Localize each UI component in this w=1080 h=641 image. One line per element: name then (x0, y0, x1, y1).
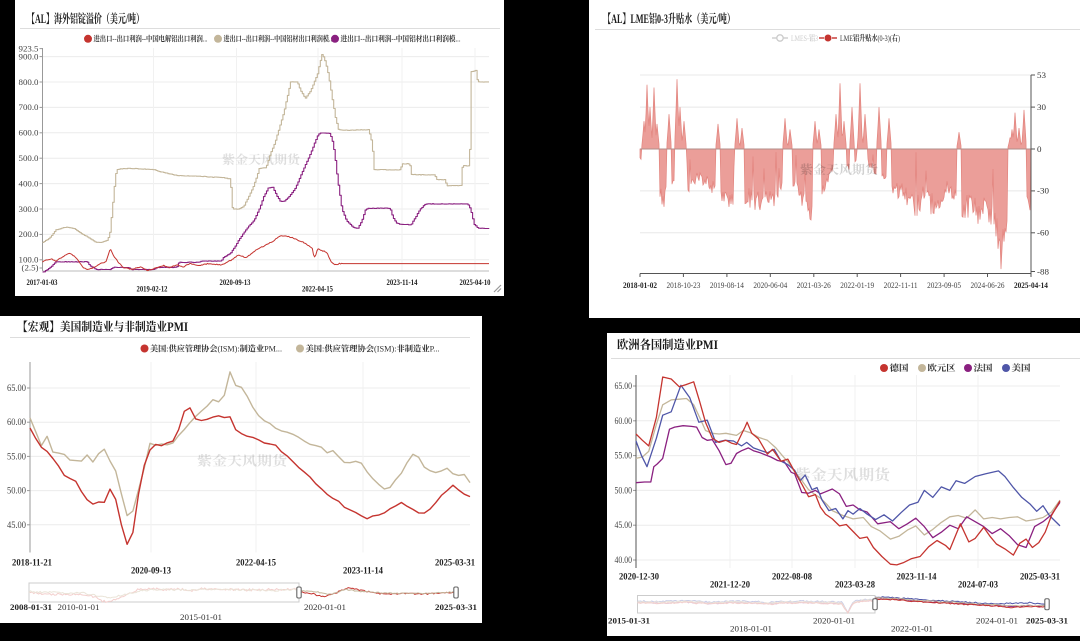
svg-text:2008-01-31: 2008-01-31 (10, 602, 52, 612)
svg-text:700.0: 700.0 (19, 103, 39, 112)
svg-text:2020-09-13: 2020-09-13 (131, 566, 171, 576)
svg-text:50.00: 50.00 (615, 485, 633, 495)
svg-text:30: 30 (1037, 103, 1046, 112)
svg-text:2023-11-14: 2023-11-14 (343, 566, 383, 576)
svg-text:2025-03-31: 2025-03-31 (1020, 572, 1060, 582)
svg-text:美国: 美国 (1012, 363, 1031, 373)
svg-text:【AL】海外铝锭溢价（美元/吨）: 【AL】海外铝锭溢价（美元/吨） (27, 12, 144, 26)
svg-text:美国:供应管理协会(ISM):非制造业P...: 美国:供应管理协会(ISM):非制造业P... (306, 343, 440, 353)
svg-text:【AL】LME铝0-3升贴水（美元/吨）: 【AL】LME铝0-3升贴水（美元/吨） (603, 12, 735, 26)
svg-text:800.0: 800.0 (19, 78, 39, 87)
svg-text:2020-01-01: 2020-01-01 (304, 602, 346, 612)
svg-text:2025-03-31: 2025-03-31 (435, 602, 477, 612)
svg-text:2017-01-03: 2017-01-03 (27, 277, 58, 287)
svg-text:60.00: 60.00 (615, 416, 633, 426)
svg-text:2022-04-15: 2022-04-15 (236, 558, 276, 568)
svg-text:600.0: 600.0 (19, 129, 39, 138)
svg-text:2015-01-31: 2015-01-31 (608, 616, 650, 626)
svg-text:2021-12-20: 2021-12-20 (710, 580, 750, 590)
svg-text:2024-06-26: 2024-06-26 (971, 280, 1005, 290)
svg-text:2022-01-19: 2022-01-19 (840, 280, 874, 290)
svg-text:45.00: 45.00 (7, 520, 26, 530)
svg-text:2022-04-15: 2022-04-15 (302, 284, 333, 294)
svg-text:2018-10-23: 2018-10-23 (666, 280, 700, 290)
svg-text:紫金天风期货: 紫金天风期货 (795, 467, 892, 484)
svg-text:2019-02-12: 2019-02-12 (137, 284, 168, 294)
svg-text:900.0: 900.0 (19, 52, 39, 61)
svg-text:进出口--出口利润--中国电解铝出口利润...: 进出口--出口利润--中国电解铝出口利润... (94, 35, 208, 44)
svg-text:100.0: 100.0 (19, 256, 39, 265)
svg-text:300.0: 300.0 (19, 205, 39, 214)
svg-text:2010-01-01: 2010-01-01 (58, 602, 100, 612)
svg-text:55.00: 55.00 (7, 451, 26, 461)
svg-text:2021-03-26: 2021-03-26 (797, 280, 831, 290)
svg-text:53: 53 (1037, 71, 1046, 80)
svg-text:2025-04-10: 2025-04-10 (460, 277, 491, 287)
svg-text:2019-08-14: 2019-08-14 (710, 280, 745, 290)
svg-text:2020-09-13: 2020-09-13 (220, 277, 251, 287)
svg-text:65.00: 65.00 (7, 383, 26, 393)
svg-text:500.0: 500.0 (19, 154, 39, 163)
svg-text:-88: -88 (1037, 267, 1049, 276)
svg-text:-60: -60 (1037, 229, 1049, 238)
svg-text:200.0: 200.0 (19, 230, 39, 239)
svg-text:法国: 法国 (974, 363, 993, 373)
svg-text:LME铝升贴水(0-3)(右): LME铝升贴水(0-3)(右) (840, 33, 900, 43)
svg-text:2018-01-02: 2018-01-02 (623, 280, 657, 290)
svg-text:【宏观】美国制造业与非制造业PMI: 【宏观】美国制造业与非制造业PMI (17, 320, 188, 334)
svg-text:2025-04-14: 2025-04-14 (1014, 280, 1049, 290)
svg-text:65.00: 65.00 (615, 381, 633, 391)
svg-text:(2.5): (2.5) (22, 264, 39, 273)
svg-text:LMES-铝3: LMES-铝3 (791, 33, 818, 43)
svg-text:进出口--出口利润--中国铝材出口利润模...: 进出口--出口利润--中国铝材出口利润模... (341, 35, 461, 44)
svg-text:美国:供应管理协会(ISM):制造业PM...: 美国:供应管理协会(ISM):制造业PM... (150, 343, 282, 353)
svg-text:2018-01-01: 2018-01-01 (730, 624, 772, 634)
svg-text:紫金天风期货: 紫金天风期货 (197, 454, 290, 469)
svg-text:50.00: 50.00 (7, 486, 26, 496)
svg-text:2023-11-14: 2023-11-14 (897, 572, 937, 582)
svg-text:2020-12-30: 2020-12-30 (619, 572, 659, 582)
svg-text:2023-03-28: 2023-03-28 (835, 580, 875, 590)
svg-text:欧洲各国制造业PMI: 欧洲各国制造业PMI (617, 338, 718, 352)
svg-text:60.00: 60.00 (7, 417, 26, 427)
svg-text:2024-07-03: 2024-07-03 (958, 580, 998, 590)
svg-text:2022-11-11: 2022-11-11 (884, 280, 918, 290)
svg-text:2022-08-08: 2022-08-08 (772, 572, 812, 582)
svg-text:-30: -30 (1037, 187, 1049, 196)
svg-text:2023-09-05: 2023-09-05 (927, 280, 961, 290)
svg-text:紫金天风期货: 紫金天风期货 (222, 153, 303, 167)
svg-text:923.5: 923.5 (19, 45, 39, 54)
svg-text:0: 0 (1037, 145, 1042, 154)
svg-text:2020-01-01: 2020-01-01 (813, 616, 855, 626)
svg-text:欧元区: 欧元区 (928, 363, 956, 373)
svg-text:55.00: 55.00 (615, 451, 633, 461)
svg-text:2022-01-01: 2022-01-01 (891, 624, 933, 634)
svg-text:45.00: 45.00 (615, 520, 633, 530)
svg-text:紫金天风期货: 紫金天风期货 (800, 163, 881, 177)
svg-text:2023-11-14: 2023-11-14 (387, 277, 419, 287)
svg-text:2018-11-21: 2018-11-21 (12, 558, 52, 568)
svg-text:2020-06-04: 2020-06-04 (753, 280, 788, 290)
svg-text:2025-03-31: 2025-03-31 (1026, 616, 1068, 626)
svg-text:2024-01-01: 2024-01-01 (976, 616, 1018, 626)
svg-text:2015-01-01: 2015-01-01 (180, 612, 222, 622)
svg-text:400.0: 400.0 (19, 179, 39, 188)
svg-text:2025-03-31: 2025-03-31 (435, 558, 475, 568)
svg-text:德国: 德国 (890, 363, 909, 373)
svg-text:40.00: 40.00 (615, 555, 633, 565)
svg-text:进出口--出口利润--中国铝材出口利润模...: 进出口--出口利润--中国铝材出口利润模... (224, 35, 334, 44)
